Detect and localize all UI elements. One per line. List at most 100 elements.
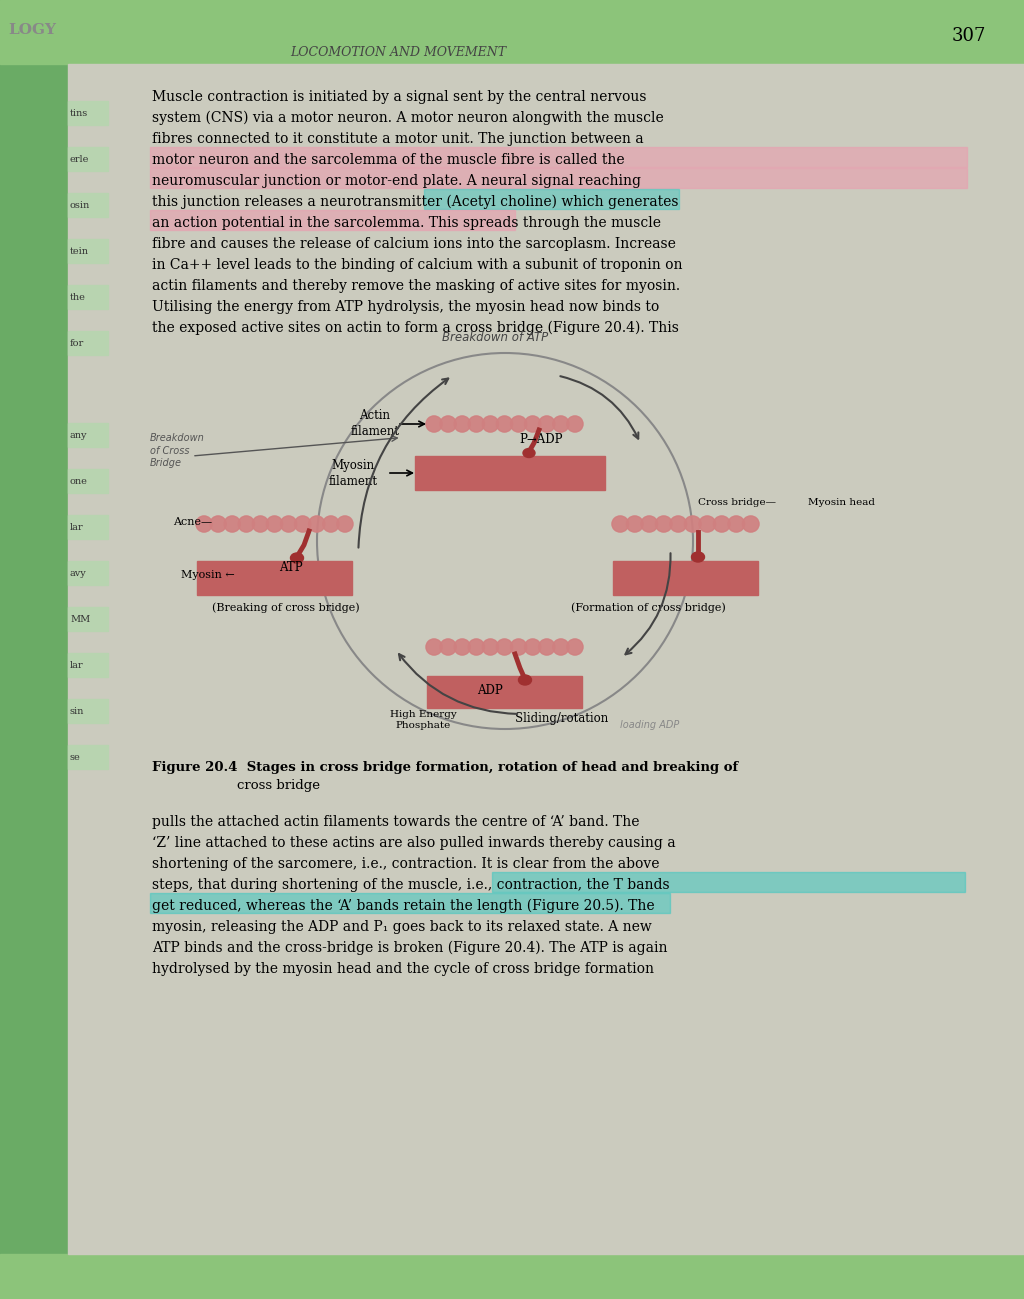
Text: Myosin head: Myosin head [808,498,874,507]
Text: Breakdown of ATP: Breakdown of ATP [442,331,548,344]
Text: Myosin ←: Myosin ← [181,570,234,579]
Text: this junction releases a neurotransmitter (Acetyl choline) which generates: this junction releases a neurotransmitte… [152,195,679,209]
Ellipse shape [323,516,339,533]
Ellipse shape [691,552,705,562]
Text: one: one [70,477,88,486]
Text: Figure 20.4  Stages in cross bridge formation, rotation of head and breaking of: Figure 20.4 Stages in cross bridge forma… [152,761,738,774]
Bar [68,561,108,585]
Text: any: any [70,431,87,440]
Text: P→ADP: P→ADP [519,433,562,446]
Ellipse shape [224,516,241,533]
Text: shortening of the sarcomere, i.e., contraction. It is clear from the above: shortening of the sarcomere, i.e., contr… [152,857,659,872]
Bar [68,284,108,309]
Ellipse shape [641,516,657,533]
Text: 307: 307 [952,27,986,45]
Ellipse shape [567,416,583,433]
Text: ATP: ATP [279,561,303,574]
Ellipse shape [468,639,484,655]
Text: loading ADP: loading ADP [620,720,679,730]
Text: actin filaments and thereby remove the masking of active sites for myosin.: actin filaments and thereby remove the m… [152,279,680,294]
Text: erle: erle [70,155,89,164]
Ellipse shape [426,416,442,433]
Text: Breakdown
of Cross
Bridge: Breakdown of Cross Bridge [150,433,205,468]
Text: hydrolysed by the myosin head and the cycle of cross bridge formation: hydrolysed by the myosin head and the cy… [152,963,654,976]
Text: LOGY: LOGY [8,23,56,36]
Ellipse shape [454,639,470,655]
Ellipse shape [714,516,730,533]
Text: MM: MM [70,614,90,624]
Ellipse shape [291,553,303,562]
Text: steps, that during shortening of the muscle, i.e., contraction, the T bands: steps, that during shortening of the mus… [152,878,670,892]
Ellipse shape [539,416,555,433]
Bar [68,194,108,217]
Text: High Energy
Phosphate: High Energy Phosphate [389,709,457,730]
Ellipse shape [440,416,457,433]
Ellipse shape [524,416,541,433]
Bar [0,0,68,1299]
Bar [415,456,605,490]
Ellipse shape [497,416,513,433]
Text: the: the [70,294,86,301]
Text: osin: osin [70,201,90,210]
Text: fibres connected to it constitute a motor unit. The junction between a: fibres connected to it constitute a moto… [152,132,644,145]
Ellipse shape [511,639,526,655]
Text: lar: lar [70,661,84,670]
Bar [68,746,108,769]
Text: tein: tein [70,247,89,256]
Bar [68,607,108,631]
Bar [150,168,967,188]
Text: for: for [70,339,84,348]
Ellipse shape [252,516,268,533]
Ellipse shape [454,416,470,433]
Text: LOCOMOTION AND MOVEMENT: LOCOMOTION AND MOVEMENT [290,45,506,58]
Ellipse shape [308,516,325,533]
Ellipse shape [337,516,353,533]
Text: Acne—: Acne— [173,517,212,527]
Text: system (CNS) via a motor neuron. A motor neuron alongwith the muscle: system (CNS) via a motor neuron. A motor… [152,110,664,125]
Text: lar: lar [70,523,84,533]
Text: neuromuscular junction or motor-end plate. A neural signal reaching: neuromuscular junction or motor-end plat… [152,174,641,188]
Text: avy: avy [70,569,87,578]
Text: in Ca++ level leads to the binding of calcium with a subunit of troponin on: in Ca++ level leads to the binding of ca… [152,259,683,271]
Text: sin: sin [70,707,84,716]
Text: fibre and causes the release of calcium ions into the sarcoplasm. Increase: fibre and causes the release of calcium … [152,236,676,251]
Text: the exposed active sites on actin to form a cross bridge (Figure 20.4). This: the exposed active sites on actin to for… [152,321,679,335]
Ellipse shape [295,516,311,533]
Bar [492,872,965,892]
Ellipse shape [518,675,531,685]
Bar [68,239,108,262]
Text: ADP: ADP [477,685,503,698]
Ellipse shape [468,416,484,433]
Ellipse shape [482,416,499,433]
Text: Myosin
filament: Myosin filament [329,459,378,487]
Bar [424,188,679,209]
Ellipse shape [482,639,499,655]
Bar [68,699,108,724]
Ellipse shape [426,639,442,655]
Bar [68,423,108,447]
Ellipse shape [728,516,744,533]
Text: an action potential in the sarcolemma. This spreads through the muscle: an action potential in the sarcolemma. T… [152,216,662,230]
Ellipse shape [612,516,629,533]
Ellipse shape [627,516,643,533]
Text: Actin
filament: Actin filament [350,408,399,438]
Text: Muscle contraction is initiated by a signal sent by the central nervous: Muscle contraction is initiated by a sig… [152,90,646,104]
Ellipse shape [210,516,226,533]
Text: Sliding/rotation: Sliding/rotation [515,712,608,725]
Text: motor neuron and the sarcolemma of the muscle fibre is called the: motor neuron and the sarcolemma of the m… [152,153,625,168]
Bar [68,331,108,355]
Bar [68,653,108,677]
Text: (Breaking of cross bridge): (Breaking of cross bridge) [212,603,359,613]
Text: Utilising the energy from ATP hydrolysis, the myosin head now binds to: Utilising the energy from ATP hydrolysis… [152,300,659,314]
Bar [0,1254,1024,1299]
Ellipse shape [281,516,297,533]
Bar [427,675,582,708]
Ellipse shape [440,639,457,655]
Ellipse shape [497,639,513,655]
Ellipse shape [699,516,716,533]
Text: pulls the attached actin filaments towards the centre of ‘A’ band. The: pulls the attached actin filaments towar… [152,814,640,829]
Bar [613,561,758,595]
Ellipse shape [196,516,212,533]
Ellipse shape [539,639,555,655]
Bar [68,469,108,494]
